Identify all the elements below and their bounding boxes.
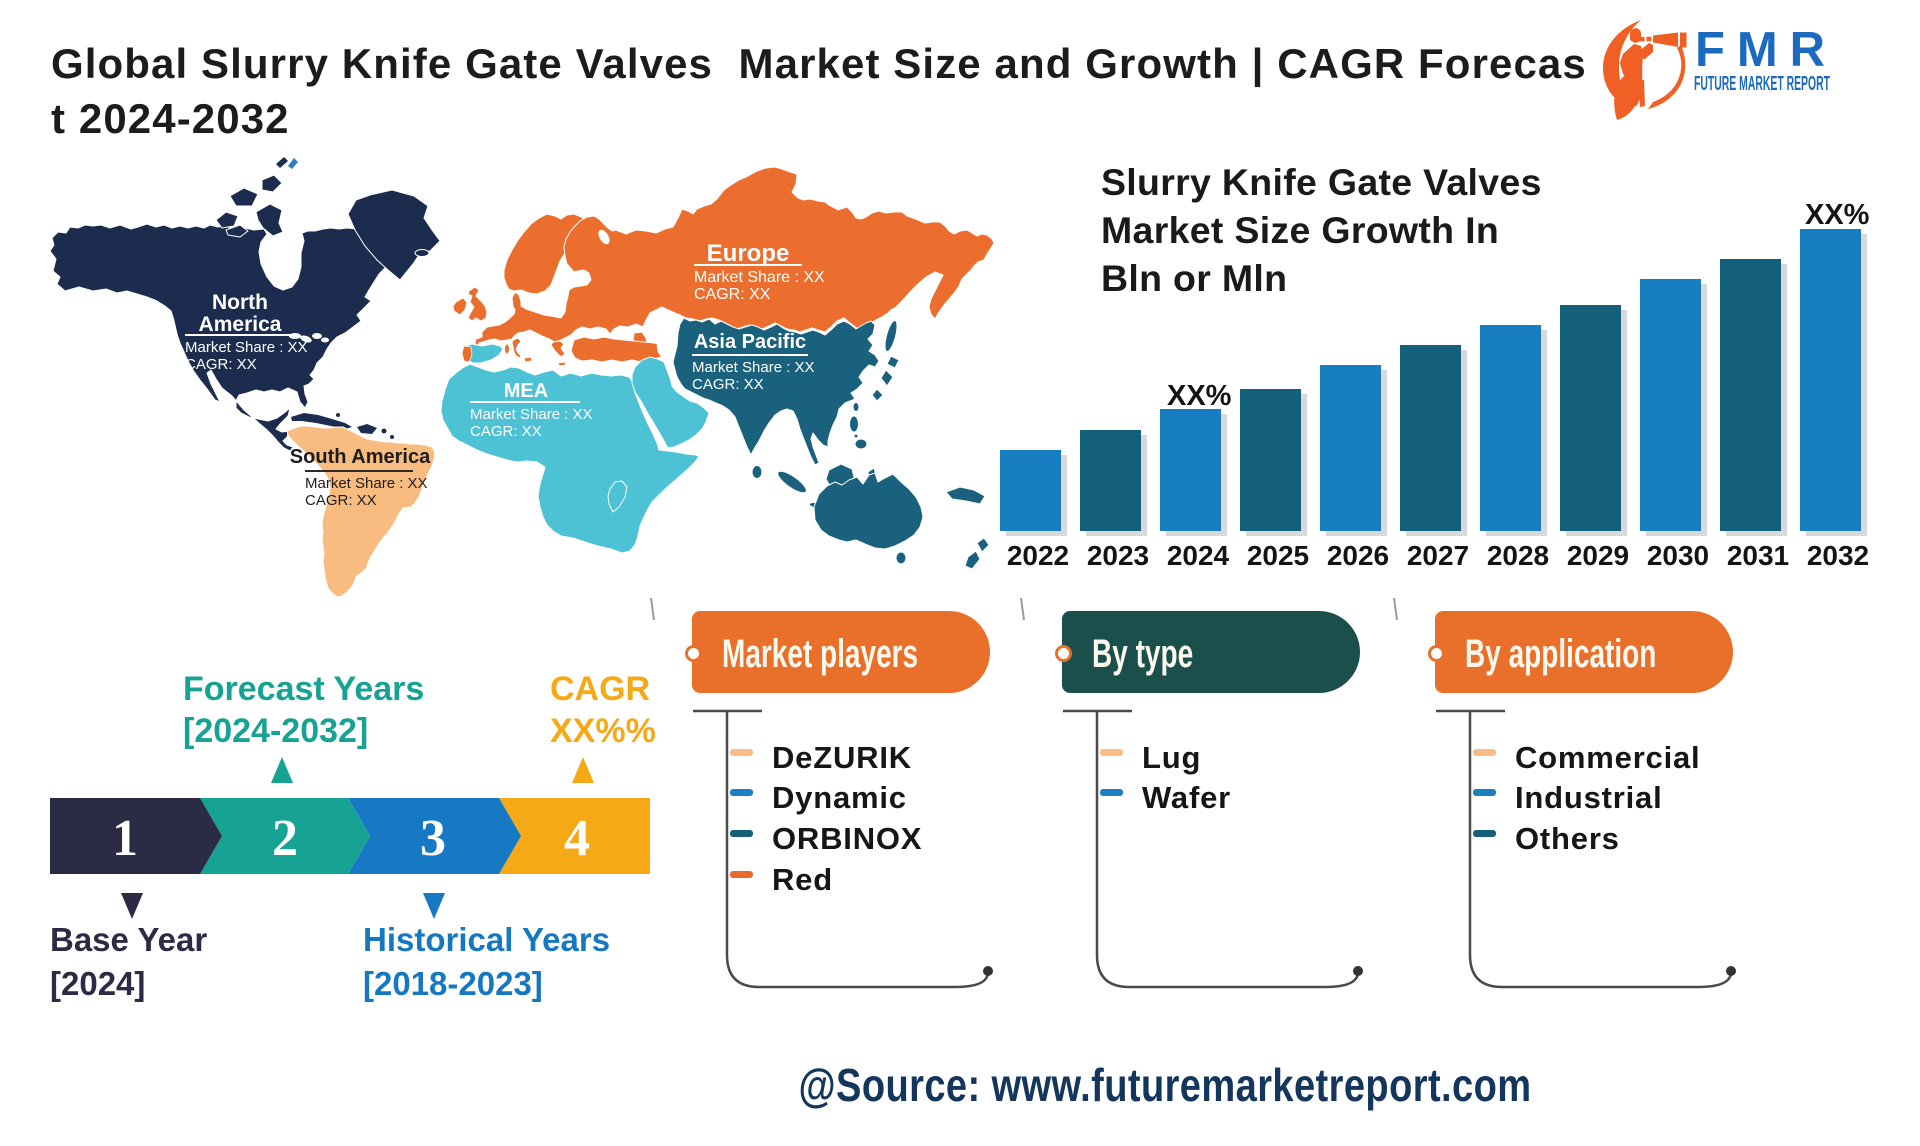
svg-text:2: 2 — [272, 810, 298, 867]
svg-text:3: 3 — [420, 810, 446, 867]
svg-text:4: 4 — [564, 810, 590, 867]
svg-text:FMR: FMR — [1695, 23, 1825, 77]
svg-text:FUTURE MARKET REPORT: FUTURE MARKET REPORT — [1694, 73, 1830, 95]
svg-text:1: 1 — [112, 810, 138, 867]
